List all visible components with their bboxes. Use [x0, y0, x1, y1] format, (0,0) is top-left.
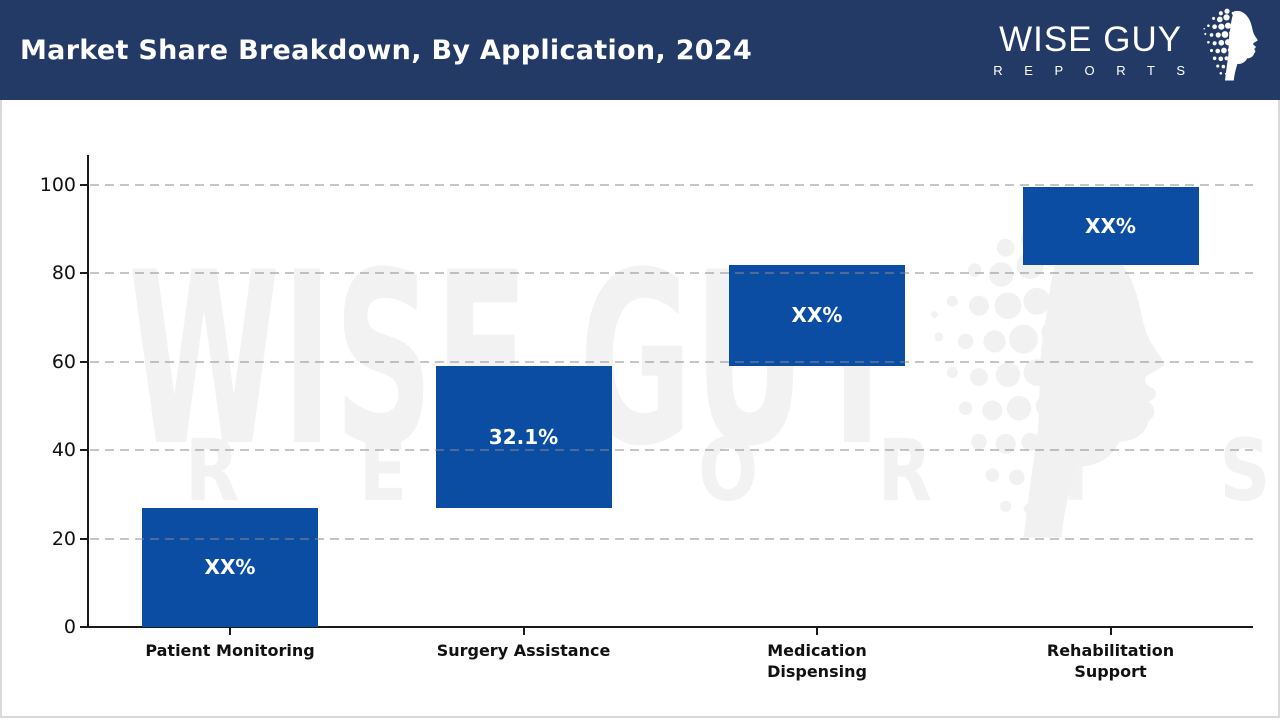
- category-label: Rehabilitation Support: [1046, 641, 1175, 681]
- x-axis-tick-mark: [229, 628, 231, 635]
- gridline-60: [90, 360, 1253, 363]
- x-axis-tick-mark: [1109, 628, 1112, 635]
- y-axis-tick-mark: [80, 449, 87, 452]
- y-axis-tick-mark: [80, 360, 87, 363]
- gridline-20: [90, 537, 1253, 540]
- bar-value-label: XX%: [791, 303, 843, 328]
- y-axis-tick-mark: [80, 184, 87, 186]
- bar-patient-monitoring: XX%: [142, 507, 318, 627]
- x-axis-tick-mark: [816, 628, 818, 635]
- y-axis-tick-mark: [80, 537, 87, 540]
- logo-text: WISE GUY R E P O R T S: [987, 22, 1194, 78]
- y-axis-tick-label: 60: [51, 350, 76, 373]
- bar-surgery-assistance: 32.1%: [435, 365, 612, 508]
- bar-medication-dispensing: XX%: [729, 264, 905, 366]
- y-axis-tick-mark: [80, 626, 87, 628]
- x-axis-line: [87, 626, 1253, 628]
- gridline-40: [90, 449, 1253, 452]
- y-axis-tick-label: 0: [63, 616, 76, 638]
- logo-subtext: R E P O R T S: [993, 63, 1194, 78]
- gridline-80: [90, 272, 1253, 275]
- y-axis-tick-label: 20: [51, 527, 76, 550]
- category-label: Patient Monitoring: [145, 641, 315, 660]
- category-label: Medication Dispensing: [767, 641, 867, 681]
- wise-guy-logo: WISE GUY R E P O R T S: [987, 6, 1266, 94]
- y-axis-line: [87, 155, 89, 628]
- bar-value-label: XX%: [1085, 213, 1136, 238]
- y-axis-tick-label: 100: [39, 174, 76, 196]
- bar-rehabilitation-support: XX%: [1022, 186, 1199, 265]
- category-label: Surgery Assistance: [436, 641, 611, 660]
- header: Market Share Breakdown, By Application, …: [0, 0, 1280, 100]
- y-axis-tick-label: 40: [51, 439, 76, 462]
- chart-title: Market Share Breakdown, By Application, …: [20, 34, 753, 66]
- logo-wordmark: WISE GUY: [999, 20, 1183, 59]
- y-axis-tick-label: 80: [51, 262, 76, 285]
- bar-value-label: 32.1%: [488, 424, 559, 449]
- x-axis-tick-mark: [522, 628, 525, 635]
- y-axis-tick-mark: [80, 272, 87, 275]
- bar-value-label: XX%: [204, 555, 256, 580]
- gridline-100: [90, 184, 1253, 186]
